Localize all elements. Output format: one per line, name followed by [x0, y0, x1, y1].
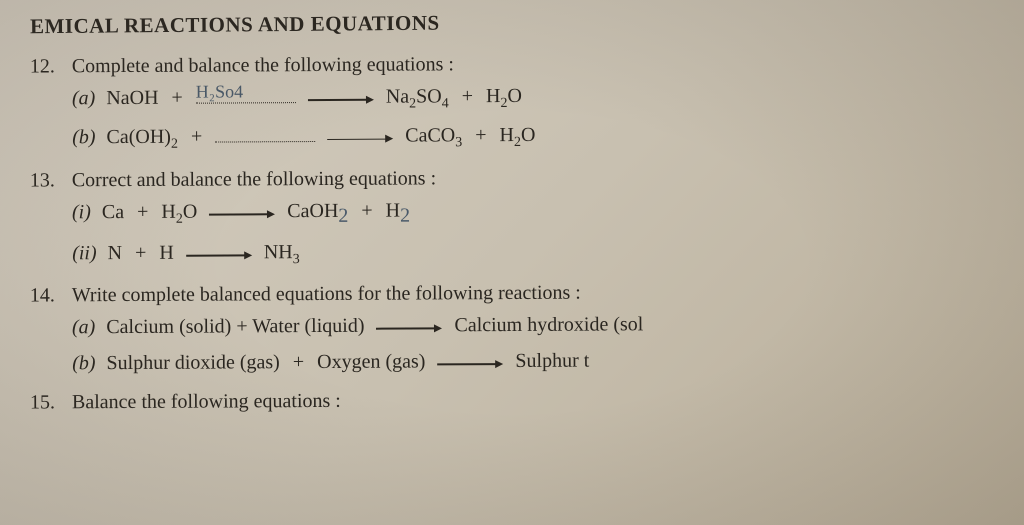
reaction-arrow — [301, 84, 381, 113]
plus-sign: + — [137, 201, 148, 223]
q14b-products: Sulphur t — [515, 350, 589, 372]
q12b-reactant1: Ca(OH)2 — [106, 126, 178, 148]
plus-sign: + — [171, 87, 182, 109]
q12-part-b: (b) Ca(OH)2 + CaCO3 + H2O — [72, 117, 994, 157]
q13ii-reactant1: N — [108, 242, 123, 264]
plus-sign: + — [135, 242, 146, 264]
q14b-reactant2: Oxygen (gas) — [317, 351, 425, 374]
q13ii-label: (ii) — [72, 242, 97, 264]
q12a-blank: H₂So4 — [196, 83, 296, 104]
reaction-arrow — [369, 312, 449, 341]
q14b-label: (b) — [72, 352, 95, 374]
q12b-product1: CaCO3 — [405, 125, 462, 147]
q12a-handwritten-answer: H₂So4 — [196, 77, 243, 106]
q12b-label: (b) — [72, 127, 95, 149]
q14-text: Write complete balanced equations for th… — [72, 282, 581, 307]
q13ii-product1: NH3 — [264, 241, 300, 263]
q13-part-ii: (ii) N + H NH3 — [72, 232, 994, 272]
q13i-reactant1: Ca — [102, 201, 124, 223]
plus-sign: + — [475, 125, 486, 147]
q12b-blank — [215, 122, 315, 143]
q13i-product1: CaOH2 — [287, 200, 348, 222]
q13i-label: (i) — [72, 201, 91, 223]
question-12: 12. Complete and balance the following e… — [30, 50, 995, 157]
q14a-products: Calcium hydroxide (sol — [454, 313, 643, 336]
reaction-arrow — [202, 198, 282, 227]
q15-number: 15. — [30, 391, 68, 414]
plus-sign: + — [462, 85, 473, 107]
q13-number: 13. — [30, 169, 68, 192]
plus-sign: + — [191, 126, 202, 148]
q14b-reactant1: Sulphur dioxide (gas) — [106, 351, 279, 374]
q12a-label: (a) — [72, 87, 95, 109]
question-15: 15. Balance the following equations : — [30, 387, 994, 415]
q12a-product2: H2O — [486, 85, 522, 107]
reaction-arrow — [430, 348, 510, 377]
plus-sign: + — [361, 200, 372, 222]
q12b-product2: H2O — [499, 124, 535, 146]
q13i-handwritten-sub2: 2 — [400, 204, 410, 226]
q12a-product1: Na2SO4 — [386, 85, 449, 107]
plus-sign: + — [293, 351, 304, 373]
q14a-label: (a) — [72, 316, 95, 338]
q13i-product2: H2 — [386, 199, 411, 221]
q13-text: Correct and balance the following equati… — [72, 167, 436, 191]
q12a-reactant1: NaOH — [106, 87, 158, 109]
question-14: 14. Write complete balanced equations fo… — [30, 280, 994, 380]
question-13: 13. Correct and balance the following eq… — [30, 164, 995, 272]
q12-number: 12. — [30, 55, 68, 78]
chapter-header: EMICAL REACTIONS AND EQUATIONS — [30, 6, 994, 39]
q14-number: 14. — [30, 284, 68, 307]
q14-part-a: (a) Calcium (solid) + Water (liquid) Cal… — [72, 307, 994, 344]
q15-text: Balance the following equations : — [72, 390, 341, 413]
q12-part-a: (a) NaOH + H₂So4 Na2SO4 + H2O — [72, 77, 994, 117]
q13i-reactant2: H2O — [161, 200, 197, 222]
q12-text: Complete and balance the following equat… — [72, 53, 454, 77]
q13i-handwritten-sub1: 2 — [338, 205, 348, 227]
reaction-arrow — [179, 239, 259, 268]
q13-part-i: (i) Ca + H2O CaOH2 + H2 — [72, 191, 994, 233]
q14-part-b: (b) Sulphur dioxide (gas) + Oxygen (gas)… — [72, 343, 994, 380]
reaction-arrow — [320, 123, 400, 152]
q13ii-reactant2: H — [159, 242, 174, 264]
q14a-reactants: Calcium (solid) + Water (liquid) — [106, 315, 364, 338]
